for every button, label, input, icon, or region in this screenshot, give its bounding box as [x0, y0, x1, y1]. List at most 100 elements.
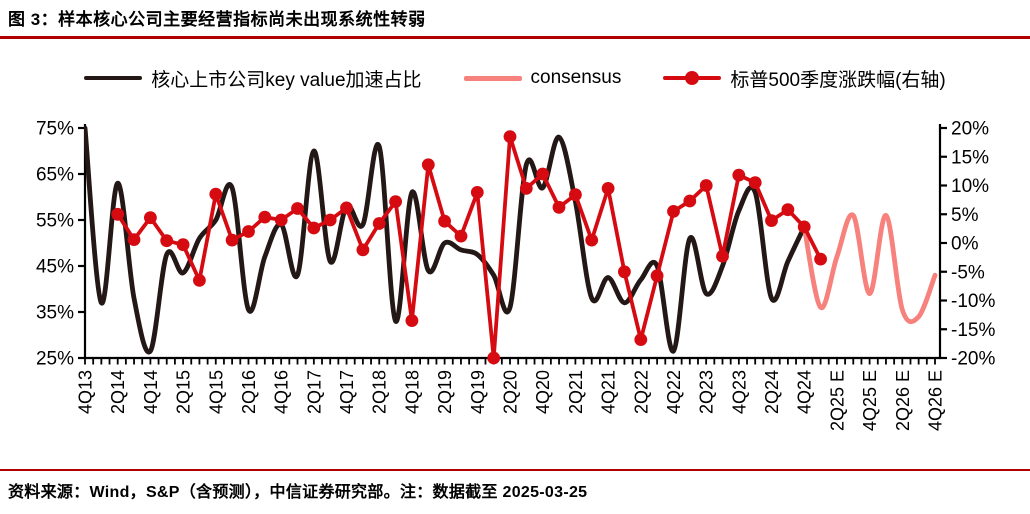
data-point-marker — [699, 179, 713, 192]
data-point-marker — [176, 238, 190, 252]
x-tick-label: 2Q23 — [697, 370, 717, 414]
series-consensus — [801, 212, 938, 325]
data-point-marker — [421, 158, 435, 172]
x-tick-label: 2Q21 — [566, 370, 586, 414]
data-point-marker — [470, 186, 484, 199]
data-point-marker — [765, 214, 778, 228]
data-point-marker — [340, 201, 353, 215]
data-point-marker — [209, 187, 223, 201]
x-tick-label: 4Q20 — [533, 370, 553, 414]
data-point-marker — [372, 217, 386, 230]
right-tick-label: 10% — [951, 176, 989, 197]
x-tick-label: 2Q14 — [108, 370, 128, 414]
x-tick-label: 4Q19 — [468, 370, 488, 414]
x-tick-label: 2Q17 — [304, 370, 324, 414]
data-point-marker — [634, 333, 648, 346]
x-tick-label: 4Q13 — [76, 370, 96, 414]
data-point-marker — [716, 249, 729, 263]
black-line-swatch — [84, 76, 143, 80]
x-tick-label: 4Q17 — [337, 370, 357, 414]
x-axis-ticks — [84, 358, 936, 365]
x-tick-label: 4Q22 — [664, 370, 684, 414]
header-rule — [0, 36, 1030, 39]
data-point-marker — [683, 194, 697, 208]
right-tick-label: 5% — [951, 205, 979, 226]
left-tick-label: 45% — [36, 257, 74, 278]
legend-label: 标普500季度涨跌幅(右轴) — [730, 69, 946, 91]
x-tick-label: 2Q16 — [239, 370, 259, 414]
x-tick-label: 4Q24 — [795, 370, 815, 414]
legend-label: consensus — [530, 67, 622, 88]
x-tick-label: 4Q14 — [141, 370, 161, 414]
series-key-value — [84, 125, 807, 355]
series-line — [115, 134, 823, 359]
left-tick-label: 75% — [36, 119, 74, 140]
data-point-marker — [274, 213, 288, 227]
right-tick-label: 20% — [951, 119, 989, 140]
legend: 核心上市公司key value加速占比 consensus 标普500季度涨跌幅… — [0, 60, 1030, 96]
data-point-marker — [503, 130, 517, 144]
left-tick-label: 65% — [36, 165, 74, 186]
data-point-marker — [127, 233, 141, 247]
x-tick-label: 2Q19 — [435, 370, 455, 414]
data-point-marker — [650, 269, 664, 283]
x-tick-label: 2Q25 E — [827, 370, 847, 431]
data-point-marker — [356, 243, 370, 257]
data-point-marker — [258, 210, 272, 224]
axes — [83, 124, 942, 360]
data-point-marker — [487, 351, 501, 365]
right-tick-label: -15% — [951, 320, 995, 341]
data-point-marker — [552, 200, 566, 214]
left-tick-label: 25% — [36, 349, 74, 370]
data-point-marker — [405, 314, 419, 327]
right-tick-label: 15% — [951, 147, 989, 168]
data-point-marker — [781, 203, 795, 217]
x-tick-label: 2Q15 — [174, 370, 194, 414]
data-point-marker — [291, 202, 304, 215]
data-point-marker — [732, 168, 746, 182]
data-point-marker — [438, 214, 451, 228]
data-point-marker — [814, 252, 827, 266]
x-tick-label: 4Q16 — [272, 370, 292, 414]
x-tick-label: 4Q25 E — [860, 370, 880, 431]
legend-label: 核心上市公司key value加速占比 — [151, 69, 422, 91]
x-tick-label: 4Q23 — [729, 370, 749, 414]
series-line — [84, 125, 807, 355]
data-point-marker — [111, 207, 125, 221]
data-point-marker — [323, 213, 337, 227]
x-tick-label: 2Q24 — [762, 370, 782, 414]
data-point-marker — [569, 188, 582, 202]
left-axis-labels: 75% 65% 55% 45% 35% 25% — [36, 119, 85, 370]
data-point-marker — [585, 233, 599, 247]
data-point-marker — [225, 233, 239, 247]
red-line-dot-swatch — [663, 71, 722, 85]
data-point-marker — [454, 229, 468, 243]
data-point-marker — [193, 274, 206, 287]
right-tick-label: -20% — [951, 349, 995, 370]
source-note: 资料来源：Wind，S&P（含预测），中信证券研究部。注：数据截至 2025-0… — [8, 484, 588, 501]
data-point-marker — [242, 225, 255, 238]
red-marker-icon — [685, 71, 700, 85]
legend-item-sp500: 标普500季度涨跌幅(右轴) — [663, 65, 946, 92]
chart-title: 图 3：样本核心公司主要经营指标尚未出现系统性转弱 — [8, 10, 426, 29]
data-point-marker — [797, 220, 811, 234]
data-point-marker — [536, 167, 550, 181]
right-tick-label: -5% — [951, 262, 985, 283]
data-point-marker — [144, 211, 157, 225]
legend-item-consensus: consensus — [463, 67, 622, 89]
x-tick-label: 4Q21 — [599, 370, 619, 414]
x-tick-label: 2Q20 — [501, 370, 521, 414]
x-tick-label: 4Q26 E — [926, 370, 946, 431]
left-tick-label: 55% — [36, 211, 74, 232]
footer-rule — [0, 469, 1030, 471]
x-tick-label: 4Q15 — [206, 370, 226, 414]
data-point-marker — [618, 265, 631, 279]
pink-line-swatch — [463, 75, 522, 81]
x-tick-label: 2Q18 — [370, 370, 390, 414]
data-point-marker — [389, 195, 402, 209]
left-tick-label: 35% — [36, 303, 74, 324]
x-tick-label: 4Q18 — [402, 370, 422, 414]
data-point-marker — [601, 182, 615, 195]
x-tick-label: 2Q26 E — [893, 370, 913, 431]
